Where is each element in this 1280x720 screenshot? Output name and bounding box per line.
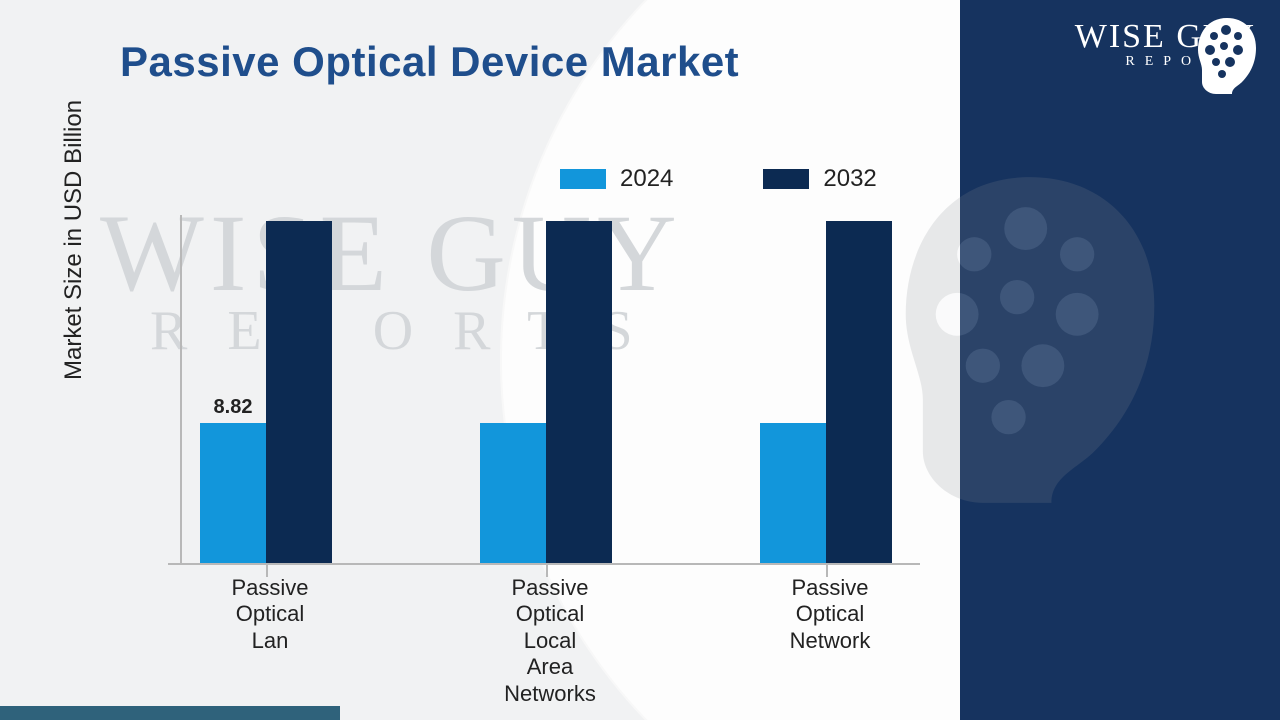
legend-item-2032: 2032 [763,165,876,193]
legend-label-2024: 2024 [620,165,673,193]
brand-head-icon [1192,16,1262,96]
legend-item-2024: 2024 [560,165,673,193]
bar-2024 [760,423,826,563]
chart-legend: 2024 2032 [560,165,877,193]
watermark-head-icon [880,160,1180,520]
legend-label-2032: 2032 [823,165,876,193]
x-axis-line [180,563,920,565]
legend-swatch-2024 [560,169,606,189]
bar-2024 [200,423,266,563]
x-category-label: PassiveOpticalLocalAreaNetworks [450,575,650,707]
bar-2032 [826,221,892,563]
x-category-label: PassiveOpticalNetwork [730,575,930,654]
bar-2024 [480,423,546,563]
x-category-label: PassiveOpticalLan [170,575,370,654]
brand-logo: WISE GUY REPORTS [1075,18,1256,70]
canvas: WISE GUY REPORTS WISE GUY REPORTS Passiv… [0,0,1280,720]
bar-2032 [266,221,332,563]
page-title: Passive Optical Device Market [120,38,739,86]
bar-2032 [546,221,612,563]
bottom-accent-bar [0,706,340,720]
y-axis-line [180,215,182,565]
legend-swatch-2032 [763,169,809,189]
bar-value-label: 8.82 [193,396,273,419]
chart-ylabel: Market Size in USD Billion [60,100,88,380]
chart-plot: PassiveOpticalLanPassiveOpticalLocalArea… [180,215,920,565]
